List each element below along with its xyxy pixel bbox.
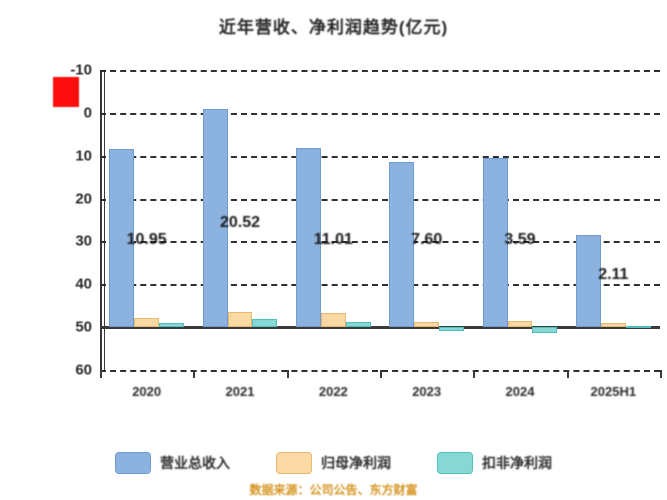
x-axis-tick: [100, 370, 102, 378]
chart-legend: 营业总收入 归母净利润 扣非净利润: [0, 452, 667, 474]
chart-caption: 数据来源：公司公告、东方财富: [249, 483, 418, 497]
bar-扣非净利润-2020[interactable]: [159, 322, 184, 328]
bar-扣非净利润-2025H1[interactable]: [625, 325, 651, 328]
x-axis-label-2020: 2020: [132, 384, 162, 399]
x-axis-label-2021: 2021: [225, 384, 255, 399]
y-axis-label: 20: [75, 190, 92, 208]
gridline: [100, 70, 660, 72]
y-axis-label: -10: [70, 61, 92, 79]
y-axis-label: 50: [75, 318, 92, 336]
x-axis-tick: [660, 370, 662, 378]
legend-label: 归母净利润: [321, 455, 391, 471]
plot-area: 60 50 40 30 20 10 0 -10 10.95 20.52 11.01 7.60 3.59…: [70, 62, 662, 399]
data-label-2022: 11.01: [313, 231, 353, 249]
y-axis-label: 30: [75, 232, 92, 250]
legend-swatch: [437, 452, 473, 474]
legend-label: 扣非净利润: [482, 455, 552, 471]
bar-归母净利润-2020[interactable]: [134, 318, 160, 328]
red-watermark-marker: [53, 77, 79, 107]
x-axis-label-2022: 2022: [318, 384, 348, 399]
legend-swatch: [115, 452, 151, 474]
x-axis-label-2024: 2024: [505, 384, 535, 399]
legend-item-扣非净利润[interactable]: 扣非净利润: [437, 452, 552, 474]
x-axis-tick: [566, 370, 569, 378]
bar-扣非净利润-2021[interactable]: [252, 318, 278, 328]
bar-营业总收入-2024[interactable]: [482, 157, 508, 328]
bar-归母净利润-2022[interactable]: [320, 313, 346, 328]
zero-baseline: [100, 326, 660, 330]
legend-item-归母净利润[interactable]: 归母净利润: [276, 452, 391, 474]
data-label-2025H1: 2.11: [598, 265, 629, 283]
gridline: [100, 112, 660, 115]
chart-title: 近年营收、净利润趋势(亿元): [218, 18, 449, 37]
bar-营业总收入-2021[interactable]: [202, 108, 228, 328]
bar-归母净利润-2023[interactable]: [414, 321, 440, 328]
data-label-2023: 7.60: [411, 231, 443, 249]
y-axis-label: 60: [75, 361, 92, 379]
legend-swatch: [276, 452, 312, 474]
y-axis-label: 10: [75, 147, 92, 165]
bar-扣非净利润-2022[interactable]: [345, 322, 371, 328]
gridline: [100, 155, 660, 158]
x-axis-tick: [193, 370, 196, 378]
bar-归母净利润-2021[interactable]: [227, 311, 253, 328]
bar-营业总收入-2020[interactable]: [109, 149, 135, 328]
x-axis-label-2025H1: 2025H1: [590, 384, 637, 399]
bar-归母净利润-2025H1[interactable]: [600, 322, 626, 328]
legend-label: 营业总收入: [160, 455, 230, 471]
x-axis-label-2023: 2023: [412, 384, 442, 399]
gridline: [100, 284, 660, 287]
bar-营业总收入-2023[interactable]: [389, 162, 415, 328]
bar-营业总收入-2025H1[interactable]: [576, 235, 601, 328]
gridline: [100, 198, 660, 201]
bar-归母净利润-2024[interactable]: [507, 320, 533, 328]
data-label-2021: 20.52: [219, 214, 261, 232]
y-axis-line: [100, 70, 102, 370]
x-axis-tick: [473, 370, 476, 378]
x-axis-tick: [286, 370, 289, 378]
gridline: [100, 241, 660, 244]
x-axis-tick: [380, 370, 382, 378]
legend-item-营业总收入[interactable]: 营业总收入: [115, 452, 230, 474]
bar-营业总收入-2022[interactable]: [296, 148, 321, 328]
data-label-2020: 10.95: [126, 231, 167, 249]
y-axis-label: 40: [75, 275, 92, 293]
y-axis-line-inner: [104, 70, 105, 370]
bar-扣非净利润-2023[interactable]: [439, 327, 464, 331]
bar-扣非净利润-2024[interactable]: [532, 327, 558, 333]
y-axis-label: 0: [83, 104, 92, 122]
data-label-2024: 3.59: [504, 231, 536, 249]
